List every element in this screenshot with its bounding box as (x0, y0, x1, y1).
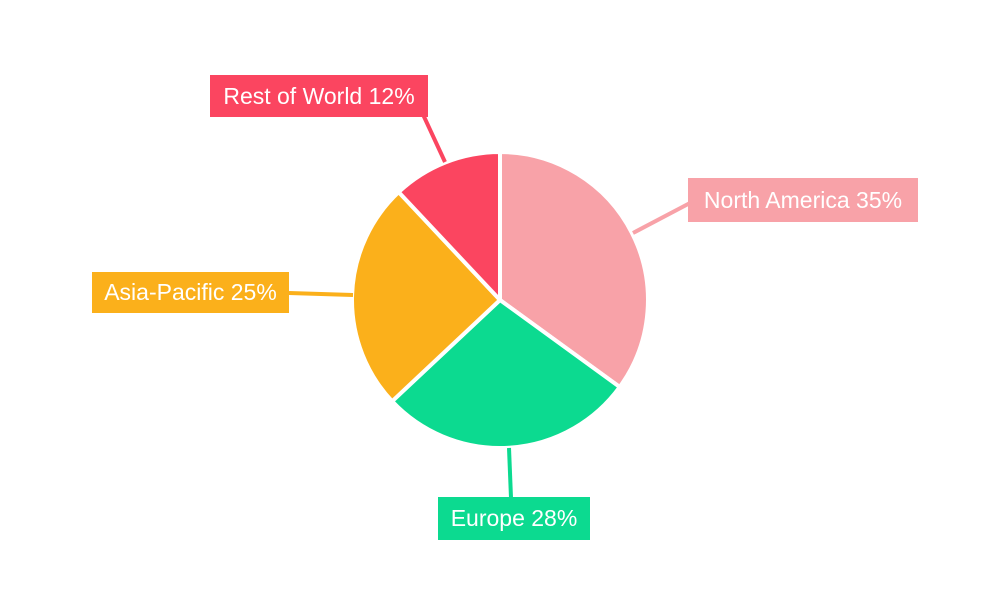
leader-line-rest-of-world (418, 107, 447, 163)
pie-slice-north-america (498, 150, 650, 389)
leader-lines (288, 107, 691, 499)
label-europe: Europe 28% (438, 497, 590, 540)
leader-line-europe (507, 447, 513, 499)
pie-slice-europe (390, 298, 622, 450)
pie-slice-rest-of-world (396, 150, 502, 302)
pie-slices (350, 150, 650, 450)
label-rest-of-world: Rest of World 12% (210, 75, 428, 117)
leader-line-north-america (632, 201, 691, 235)
label-asia-pacific: Asia-Pacific 25% (92, 272, 289, 313)
leader-line-asia-pacific (288, 291, 354, 297)
label-north-america: North America 35% (688, 178, 918, 222)
